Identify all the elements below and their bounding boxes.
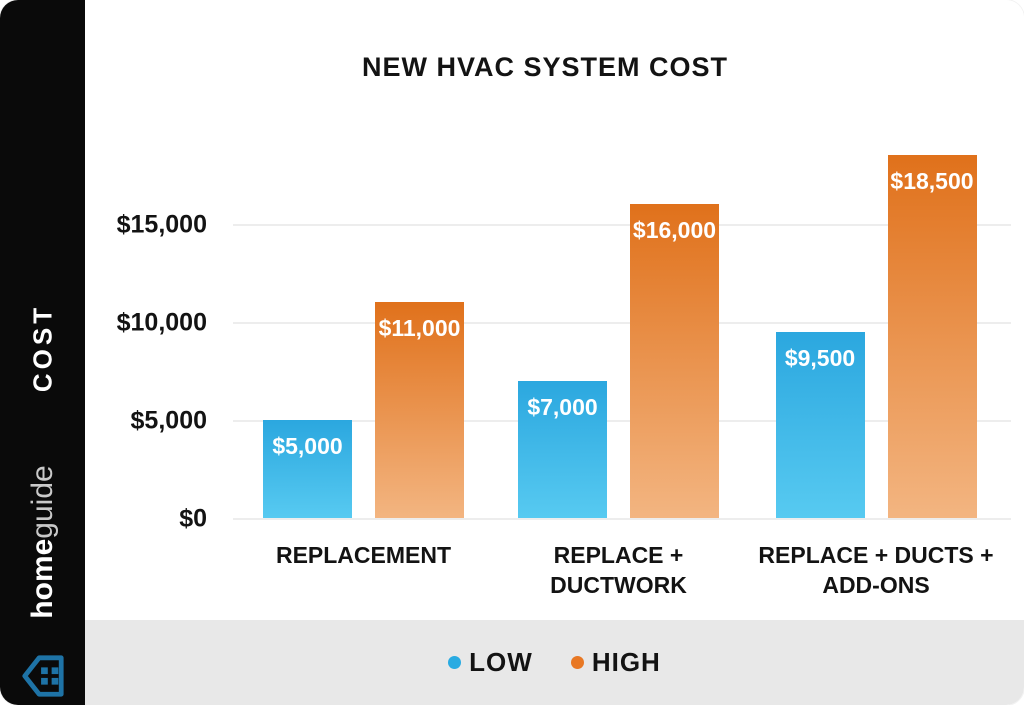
chart-area: NEW HVAC SYSTEM COST LOW HIGH $0 $5,000 $10…: [85, 0, 1024, 705]
bar-high-1: $11,000: [375, 302, 464, 518]
bar-value-label: $11,000: [378, 315, 461, 342]
x-axis-category-label: REPLACEMENT: [275, 542, 452, 568]
bar-high-2: $16,000: [630, 204, 719, 518]
bar-low-1: $5,000: [263, 420, 352, 518]
gridline-5000: [233, 420, 1011, 422]
gridline-10000: [233, 322, 1011, 324]
legend-dot-high: [570, 656, 584, 669]
bar-value-label: $16,000: [632, 217, 717, 244]
bar-low-3: $9,500: [775, 331, 865, 518]
x-axis-category-label: REPLACE + DUCTWORK: [550, 542, 687, 598]
legend-footer: LOW HIGH: [85, 620, 1024, 705]
bar-value-label: $18,500: [890, 168, 974, 195]
bar-value-label: $9,500: [784, 344, 856, 371]
y-axis-tick-label: $0: [179, 504, 207, 533]
brand-logo-text: homeguide: [26, 465, 60, 618]
gridline-15000: [233, 224, 1011, 226]
brand-logo-text-guide: guide: [25, 465, 59, 539]
gridline-0: [233, 518, 1011, 520]
bar-value-label: $7,000: [527, 393, 598, 420]
legend-label-low: LOW: [469, 647, 533, 677]
legend-item-high: HIGH: [570, 647, 661, 678]
bar-high-3: $18,500: [887, 155, 977, 518]
y-axis-tick-label: $10,000: [116, 308, 207, 337]
bar-value-label: $5,000: [272, 433, 343, 459]
y-axis-title: COST: [27, 303, 57, 393]
chart-title: NEW HVAC SYSTEM COST: [361, 52, 729, 82]
y-axis-tick-label: $15,000: [116, 210, 207, 239]
house-icon: [20, 653, 66, 699]
y-axis-tick-label: $5,000: [130, 406, 207, 435]
legend-dot-low: [448, 656, 462, 669]
brand-logo-text-home: home: [25, 538, 59, 619]
x-axis-category-label: REPLACE + DUCTS + ADD-ONS: [758, 542, 994, 598]
legend-item-low: LOW: [448, 647, 533, 678]
legend-label-high: HIGH: [591, 647, 661, 677]
legend: LOW HIGH: [448, 647, 661, 678]
bar-low-2: $7,000: [518, 380, 607, 518]
sidebar: COST homeguide: [0, 0, 85, 705]
